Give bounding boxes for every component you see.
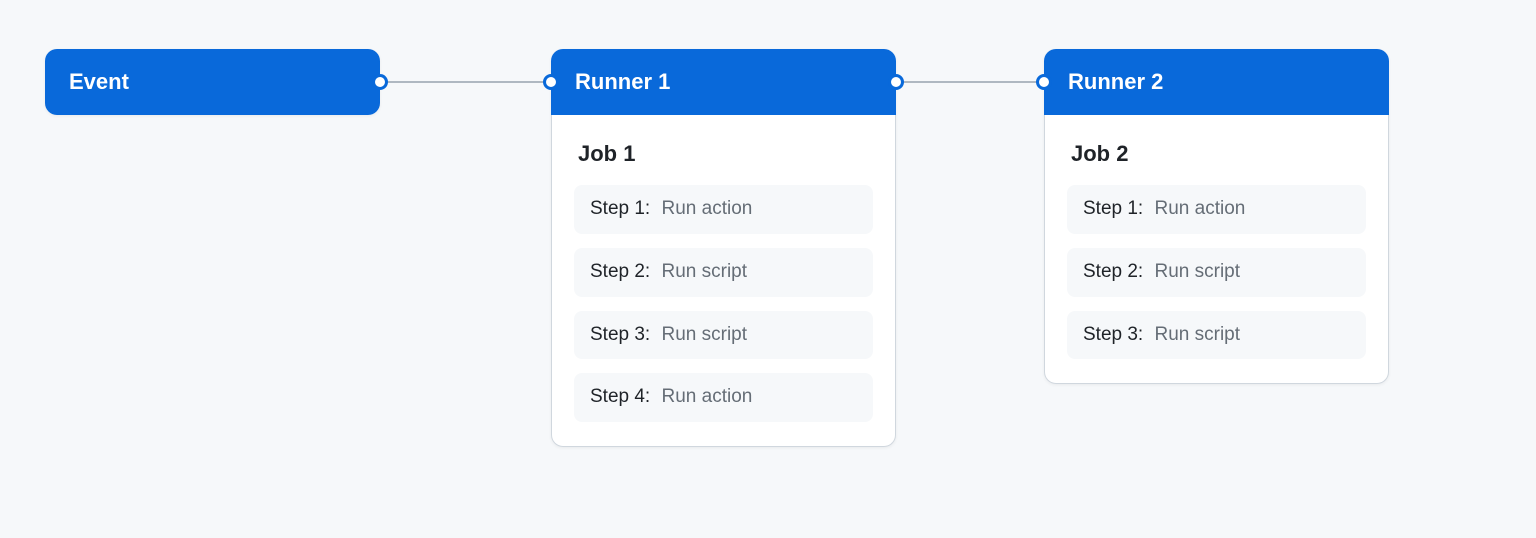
step-desc: Run action: [1155, 198, 1246, 219]
step-label: Step 3:: [590, 324, 650, 345]
step-desc: Run script: [1155, 324, 1241, 345]
step-label: Step 2:: [590, 261, 650, 282]
node-runner1-header: Runner 1: [551, 49, 896, 115]
port-runner1-in: [543, 74, 559, 90]
step-desc: Run script: [662, 324, 748, 345]
port-runner2-in: [1036, 74, 1052, 90]
node-runner1: Runner 1 Job 1 Step 1: Run action Step 2…: [551, 49, 896, 447]
step-label: Step 3:: [1083, 324, 1143, 345]
workflow-diagram: Event Runner 1 Job 1 Step 1: Run action …: [0, 0, 1536, 538]
node-runner2-header: Runner 2: [1044, 49, 1389, 115]
node-runner2: Runner 2 Job 2 Step 1: Run action Step 2…: [1044, 49, 1389, 384]
step-label: Step 1:: [1083, 198, 1143, 219]
port-event-out: [372, 74, 388, 90]
job2-title: Job 2: [1071, 141, 1362, 167]
port-runner1-out: [888, 74, 904, 90]
job2-step: Step 1: Run action: [1067, 185, 1366, 234]
job1-title: Job 1: [578, 141, 869, 167]
job1-step: Step 3: Run script: [574, 311, 873, 360]
node-runner2-title: Runner 2: [1068, 69, 1163, 94]
edge-runner1-runner2: [896, 81, 1044, 83]
step-desc: Run script: [1155, 261, 1241, 282]
step-desc: Run action: [662, 198, 753, 219]
job1-step: Step 4: Run action: [574, 373, 873, 422]
step-label: Step 2:: [1083, 261, 1143, 282]
job2-step: Step 2: Run script: [1067, 248, 1366, 297]
node-runner1-title: Runner 1: [575, 69, 670, 94]
step-label: Step 4:: [590, 386, 650, 407]
node-event-title: Event: [69, 69, 129, 94]
step-label: Step 1:: [590, 198, 650, 219]
node-runner2-body: Job 2 Step 1: Run action Step 2: Run scr…: [1044, 115, 1389, 384]
job1-step: Step 1: Run action: [574, 185, 873, 234]
job1-step: Step 2: Run script: [574, 248, 873, 297]
node-event: Event: [45, 49, 380, 115]
edge-event-runner1: [380, 81, 551, 83]
job2-step: Step 3: Run script: [1067, 311, 1366, 360]
step-desc: Run script: [662, 261, 748, 282]
node-event-header: Event: [45, 49, 380, 115]
node-runner1-body: Job 1 Step 1: Run action Step 2: Run scr…: [551, 115, 896, 447]
step-desc: Run action: [662, 386, 753, 407]
